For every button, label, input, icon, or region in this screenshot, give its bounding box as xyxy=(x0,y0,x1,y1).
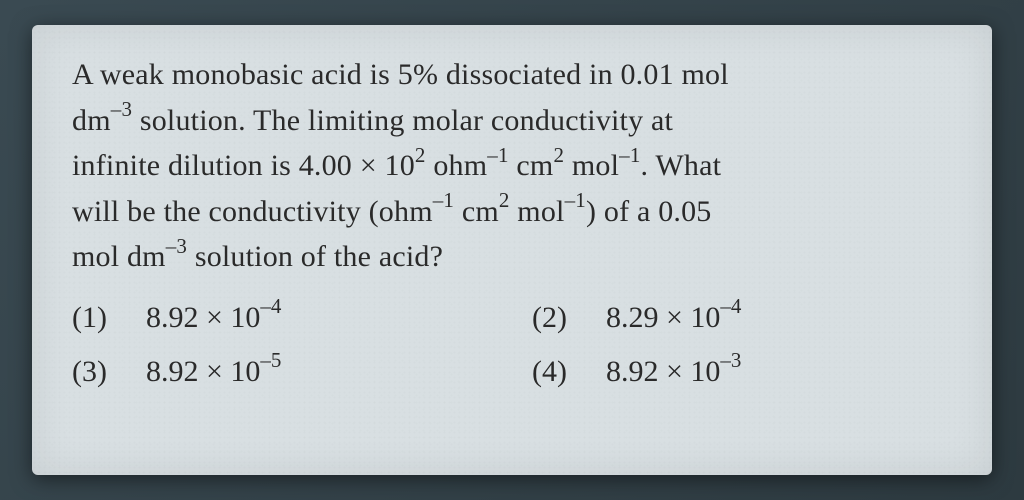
q-line2b: solution. The limiting molar conductivit… xyxy=(132,104,673,137)
q-line3d: mol xyxy=(564,149,619,182)
q-line5-sup: –3 xyxy=(166,234,187,258)
option-1-base: 8.92 × 10 xyxy=(146,301,260,334)
q-line4d: ) of a 0.05 xyxy=(586,195,712,228)
option-2-num: (2) xyxy=(532,301,582,335)
question-card: A weak monobasic acid is 5% dissociated … xyxy=(32,25,992,475)
q-line3-sup3: 2 xyxy=(553,143,564,167)
q-line3b: ohm xyxy=(426,149,488,182)
q-line5a: mol dm xyxy=(72,240,166,273)
option-2-sup: –4 xyxy=(720,294,741,318)
q-line4c: mol xyxy=(510,195,565,228)
option-3-num: (3) xyxy=(72,355,122,389)
options-grid: (1) 8.92 × 10–4 (2) 8.29 × 10–4 (3) 8.92… xyxy=(72,297,952,389)
option-1-val: 8.92 × 10–4 xyxy=(146,297,281,335)
option-4: (4) 8.92 × 10–3 xyxy=(532,351,952,389)
q-line4-sup3: –1 xyxy=(565,188,586,212)
q-line4a: will be the conductivity (ohm xyxy=(72,195,433,228)
option-3: (3) 8.92 × 10–5 xyxy=(72,351,492,389)
option-3-base: 8.92 × 10 xyxy=(146,355,260,388)
option-1: (1) 8.92 × 10–4 xyxy=(72,297,492,335)
option-3-sup: –5 xyxy=(260,348,281,372)
q-line5b: solution of the acid? xyxy=(187,240,443,273)
option-4-val: 8.92 × 10–3 xyxy=(606,351,741,389)
q-line3-sup2: –1 xyxy=(487,143,508,167)
option-2-val: 8.29 × 10–4 xyxy=(606,297,741,335)
option-4-base: 8.92 × 10 xyxy=(606,355,720,388)
q-line3-sup1: 2 xyxy=(415,143,426,167)
option-3-val: 8.92 × 10–5 xyxy=(146,351,281,389)
q-line4-sup2: 2 xyxy=(499,188,510,212)
option-4-sup: –3 xyxy=(720,348,741,372)
option-1-sup: –4 xyxy=(260,294,281,318)
option-1-num: (1) xyxy=(72,301,122,335)
option-4-num: (4) xyxy=(532,355,582,389)
q-line4-sup1: –1 xyxy=(433,188,454,212)
q-line3a: infinite dilution is 4.00 × 10 xyxy=(72,149,415,182)
q-line4b: cm xyxy=(454,195,499,228)
option-2: (2) 8.29 × 10–4 xyxy=(532,297,952,335)
q-line2a: dm xyxy=(72,104,111,137)
question-text: A weak monobasic acid is 5% dissociated … xyxy=(72,53,952,279)
option-2-base: 8.29 × 10 xyxy=(606,301,720,334)
q-line3e: . What xyxy=(641,149,722,182)
q-line2-sup: –3 xyxy=(111,97,132,121)
q-line1: A weak monobasic acid is 5% dissociated … xyxy=(72,58,729,91)
q-line3c: cm xyxy=(509,149,554,182)
q-line3-sup4: –1 xyxy=(619,143,640,167)
